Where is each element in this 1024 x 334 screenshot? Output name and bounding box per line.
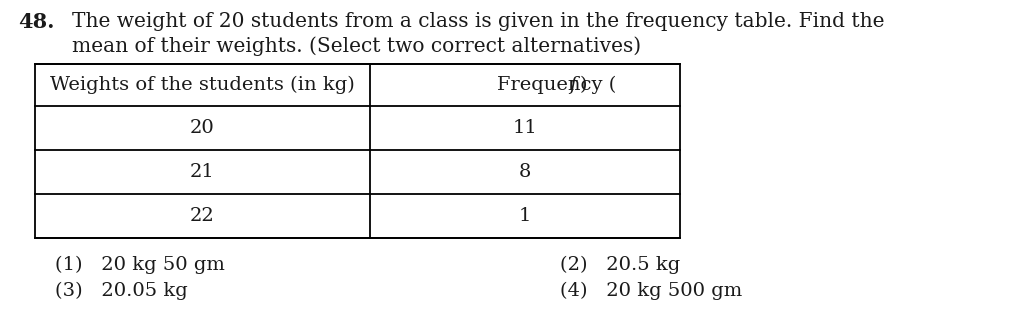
Text: Frequency (: Frequency ( [497,76,616,94]
Text: (3)   20.05 kg: (3) 20.05 kg [55,282,187,300]
Text: 1: 1 [519,207,531,225]
Text: 21: 21 [190,163,215,181]
Text: ): ) [580,76,588,94]
Text: (4)   20 kg 500 gm: (4) 20 kg 500 gm [560,282,742,300]
Bar [35,64,680,238]
Text: 11: 11 [513,119,538,137]
Text: (2)   20.5 kg: (2) 20.5 kg [560,256,680,274]
Text: mean of their weights. (Select two correct alternatives): mean of their weights. (Select two corre… [72,36,641,56]
Text: 48.: 48. [18,12,54,32]
Text: (1)   20 kg 50 gm: (1) 20 kg 50 gm [55,256,225,274]
Text: 22: 22 [190,207,215,225]
Text: 8: 8 [519,163,531,181]
Text: f: f [569,76,577,94]
Text: Weights of the students (in kg): Weights of the students (in kg) [50,76,355,94]
Text: The weight of 20 students from a class is given in the frequency table. Find the: The weight of 20 students from a class i… [72,12,885,31]
Text: 20: 20 [190,119,215,137]
